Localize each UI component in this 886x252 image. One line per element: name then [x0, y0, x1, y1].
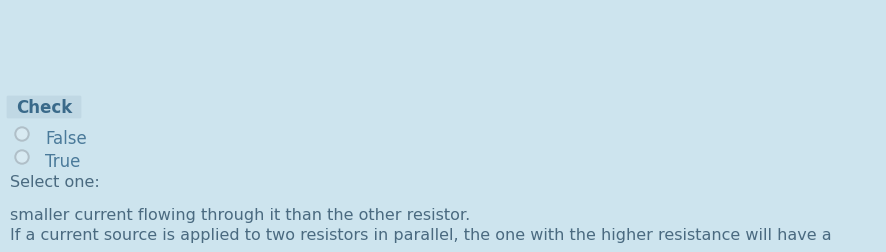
Ellipse shape — [15, 150, 29, 164]
Text: Check: Check — [16, 99, 72, 116]
Ellipse shape — [15, 128, 29, 141]
Text: If a current source is applied to two resistors in parallel, the one with the hi: If a current source is applied to two re… — [10, 227, 831, 242]
Text: Select one:: Select one: — [10, 174, 99, 189]
FancyBboxPatch shape — [7, 97, 81, 118]
Ellipse shape — [17, 152, 27, 162]
Text: True: True — [45, 152, 81, 170]
Ellipse shape — [17, 130, 27, 139]
Text: smaller current flowing through it than the other resistor.: smaller current flowing through it than … — [10, 207, 470, 222]
Text: False: False — [45, 130, 87, 147]
